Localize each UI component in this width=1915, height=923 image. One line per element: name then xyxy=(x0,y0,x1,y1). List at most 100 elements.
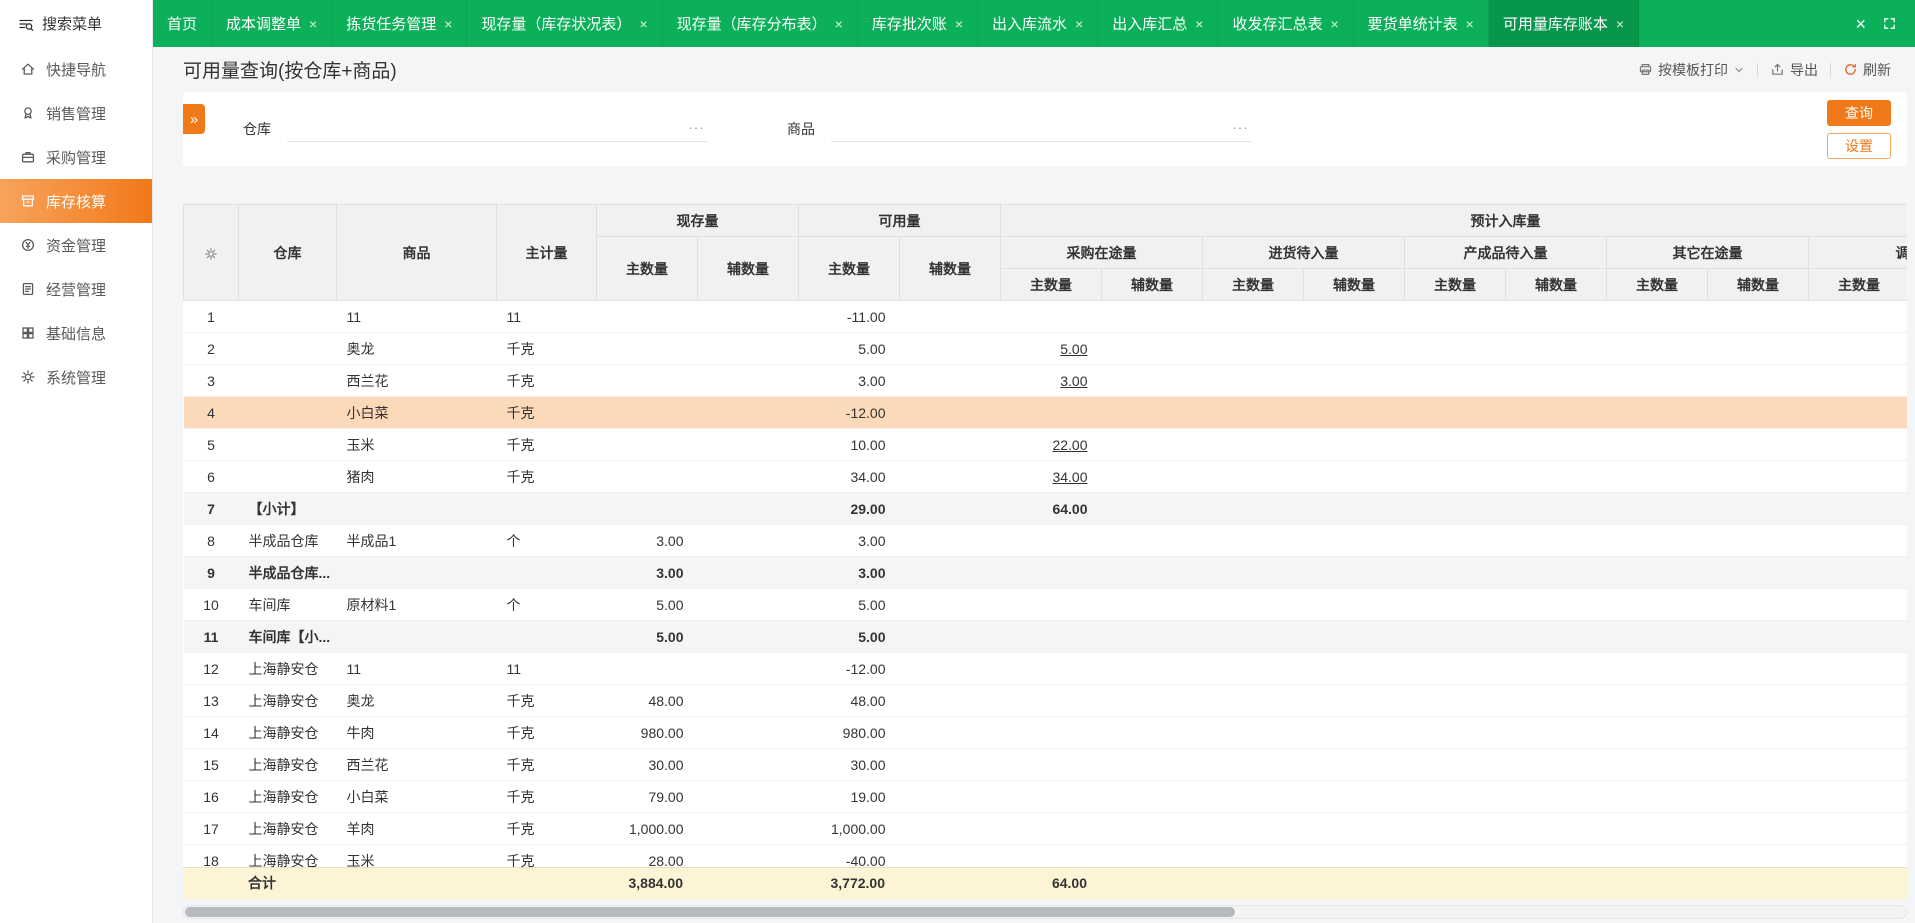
sidebar-item-label: 采购管理 xyxy=(46,149,107,167)
table-row[interactable]: 15 上海静安仓 西兰花 千克 30.00 30.00 xyxy=(183,748,1907,781)
tab-close-icon[interactable]: × xyxy=(1075,15,1084,32)
table-row-selected[interactable]: 4 小白菜 千克 -12.00 xyxy=(183,396,1907,429)
purchase-transit-link[interactable]: 34.00 xyxy=(1000,460,1102,493)
horizontal-scrollbar[interactable] xyxy=(183,905,1907,919)
close-icon[interactable]: × xyxy=(1855,13,1866,34)
horizontal-scrollbar-thumb[interactable] xyxy=(185,907,1236,917)
sidebar-item-label: 资金管理 xyxy=(46,237,107,255)
tab-close-icon[interactable]: × xyxy=(954,15,964,32)
query-button[interactable]: 查询 xyxy=(1827,99,1891,126)
sidebar-item-basic-info[interactable]: 基础信息 xyxy=(0,311,152,355)
totals-row: 合计 3,884.00 3,772.00 64.00 xyxy=(183,866,1907,899)
purchase-transit-link[interactable]: 22.00 xyxy=(1000,428,1102,461)
tab-home[interactable]: 首页 xyxy=(153,0,213,47)
home-icon xyxy=(21,63,35,75)
sidebar-item-label: 销售管理 xyxy=(46,105,107,123)
totals-onhand-main: 3,884.00 xyxy=(596,866,697,899)
col-header-aux-qty: 辅数量 xyxy=(1101,268,1203,301)
table-body: 1 11 11 -11.00 2 奥龙 千克 5.00 5.00 3 西兰花 千克 3.00 3.00… xyxy=(183,300,1907,877)
sidebar-item-operations[interactable]: 经营管理 xyxy=(0,267,152,311)
tab-in-out-flow[interactable]: 出入库流水 × xyxy=(978,0,1099,47)
tab-label: 现存量（库存状况表） xyxy=(481,16,632,33)
col-header-unit: 主计量 xyxy=(496,204,597,301)
tab-label: 出入库流水 xyxy=(992,16,1068,33)
tab-close-icon[interactable]: × xyxy=(309,15,318,32)
warehouse-label: 仓库 xyxy=(243,121,271,137)
table-row[interactable]: 1 11 11 -11.00 xyxy=(183,300,1907,333)
product-input[interactable] xyxy=(831,116,1218,141)
sidebar-item-label: 库存核算 xyxy=(46,193,107,211)
tab-available-stock-ledger[interactable]: 可用量库存账本 × xyxy=(1488,0,1640,47)
badge-icon xyxy=(24,107,32,119)
briefcase-icon xyxy=(21,151,35,163)
tab-label: 现存量（库存分布表） xyxy=(676,16,827,33)
available-stock-table: 仓库 商品 主计量 现存量 可用量 预计入库量 主数量 辅数量 主数量 辅数量 xyxy=(183,204,1907,877)
col-header-main-qty: 主数量 xyxy=(596,236,698,301)
main-area: 首页 成本调整单 × 拣货任务管理 × 现存量（库存状况表） × 现存量（库存分布表）… xyxy=(153,0,1915,923)
sidebar-item-system[interactable]: 系统管理 xyxy=(0,355,152,399)
table-row[interactable]: 8 半成品仓库 半成品1 个 3.00 3.00 xyxy=(183,524,1907,557)
collapse-filter-button[interactable]: » xyxy=(183,104,205,134)
table-row[interactable]: 5 玉米 千克 10.00 22.00 xyxy=(183,428,1907,461)
gear-icon[interactable] xyxy=(204,247,218,261)
col-header-aux-qty: 辅数量 xyxy=(697,236,799,301)
tab-onhand-stock-status[interactable]: 现存量（库存状况表） × xyxy=(467,0,663,47)
totals-purchase-main: 64.00 xyxy=(1000,866,1101,899)
sidebar-item-quick-nav[interactable]: 快捷导航 xyxy=(0,47,152,91)
tab-stock-batch-ledger[interactable]: 库存批次账 × xyxy=(858,0,979,47)
table-row[interactable]: 2 奥龙 千克 5.00 5.00 xyxy=(183,332,1907,365)
tab-label: 要货单统计表 xyxy=(1367,16,1458,33)
tab-close-icon[interactable]: × xyxy=(639,15,648,32)
print-template-button[interactable]: 按模板打印 xyxy=(1638,60,1745,80)
tab-close-icon[interactable]: × xyxy=(1330,15,1339,32)
tab-in-out-summary[interactable]: 出入库汇总 × xyxy=(1098,0,1219,47)
tab-close-icon[interactable]: × xyxy=(1195,15,1204,32)
export-button[interactable]: 导出 xyxy=(1770,60,1818,80)
tab-close-icon[interactable]: × xyxy=(1465,15,1474,32)
sidebar-item-purchase[interactable]: 采购管理 xyxy=(0,135,152,179)
col-header-aux-qty: 辅数量 xyxy=(899,236,1001,301)
warehouse-more-button[interactable]: ··· xyxy=(688,119,705,135)
table-row-subtotal[interactable]: 7 【小计】 29.00 64.00 xyxy=(183,492,1907,525)
search-menu-button[interactable]: 搜索菜单 xyxy=(0,0,152,47)
tab-picking-task-management[interactable]: 拣货任务管理 × xyxy=(332,0,468,47)
tab-label: 成本调整单 xyxy=(226,16,302,33)
tab-close-icon[interactable]: × xyxy=(1615,15,1625,32)
purchase-transit-link[interactable]: 3.00 xyxy=(1000,364,1102,397)
sidebar-item-sales[interactable]: 销售管理 xyxy=(0,91,152,135)
archive-box-icon xyxy=(21,195,35,207)
tab-demand-order-stats[interactable]: 要货单统计表 × xyxy=(1354,0,1489,47)
table-row[interactable]: 16 上海静安仓 小白菜 千克 79.00 19.00 xyxy=(183,780,1907,813)
tab-onhand-stock-distribution[interactable]: 现存量（库存分布表） × xyxy=(663,0,858,47)
refresh-button[interactable]: 刷新 xyxy=(1843,60,1891,80)
tab-cost-adjustment-order[interactable]: 成本调整单 × xyxy=(212,0,333,47)
table-row[interactable]: 12 上海静安仓 11 11 -12.00 xyxy=(183,652,1907,685)
expand-icon[interactable] xyxy=(1882,16,1897,31)
refresh-icon xyxy=(1845,63,1857,75)
table-row-subtotal[interactable]: 11 车间库【小... 5.00 5.00 xyxy=(183,620,1907,653)
table-row[interactable]: 13 上海静安仓 奥龙 千克 48.00 48.00 xyxy=(183,684,1907,717)
table-row[interactable]: 17 上海静安仓 羊肉 千克 1,000.00 1,000.00 xyxy=(183,812,1907,845)
filter-buttons: 查询 设置 xyxy=(1827,99,1891,159)
tab-receive-issue-summary[interactable]: 收发存汇总表 × xyxy=(1218,0,1354,47)
table-row[interactable]: 10 车间库 原材料1 个 5.00 5.00 xyxy=(183,588,1907,621)
group-header-purchase-transit: 采购在途量 xyxy=(1000,236,1203,269)
product-filter: 商品 ··· xyxy=(787,116,1251,142)
table-row[interactable]: 14 上海静安仓 牛肉 千克 980.00 980.00 xyxy=(183,716,1907,749)
settings-button[interactable]: 设置 xyxy=(1827,132,1891,159)
table-row[interactable]: 6 猪肉 千克 34.00 34.00 xyxy=(183,460,1907,493)
warehouse-input[interactable] xyxy=(287,116,674,141)
tab-label: 可用量库存账本 xyxy=(1502,16,1608,33)
sidebar-item-funds[interactable]: 资金管理 xyxy=(0,223,152,267)
table-row-subtotal[interactable]: 9 半成品仓库... 3.00 3.00 xyxy=(183,556,1907,589)
tab-close-icon[interactable]: × xyxy=(834,15,843,32)
product-more-button[interactable]: ··· xyxy=(1232,119,1249,135)
document-icon xyxy=(22,282,34,296)
tab-close-icon[interactable]: × xyxy=(444,15,453,32)
purchase-transit-link[interactable]: 5.00 xyxy=(1000,332,1102,365)
tab-label: 收发存汇总表 xyxy=(1232,16,1323,33)
sidebar-item-inventory[interactable]: 库存核算 xyxy=(0,179,152,223)
grid-icon xyxy=(22,327,34,339)
table-row[interactable]: 3 西兰花 千克 3.00 3.00 xyxy=(183,364,1907,397)
